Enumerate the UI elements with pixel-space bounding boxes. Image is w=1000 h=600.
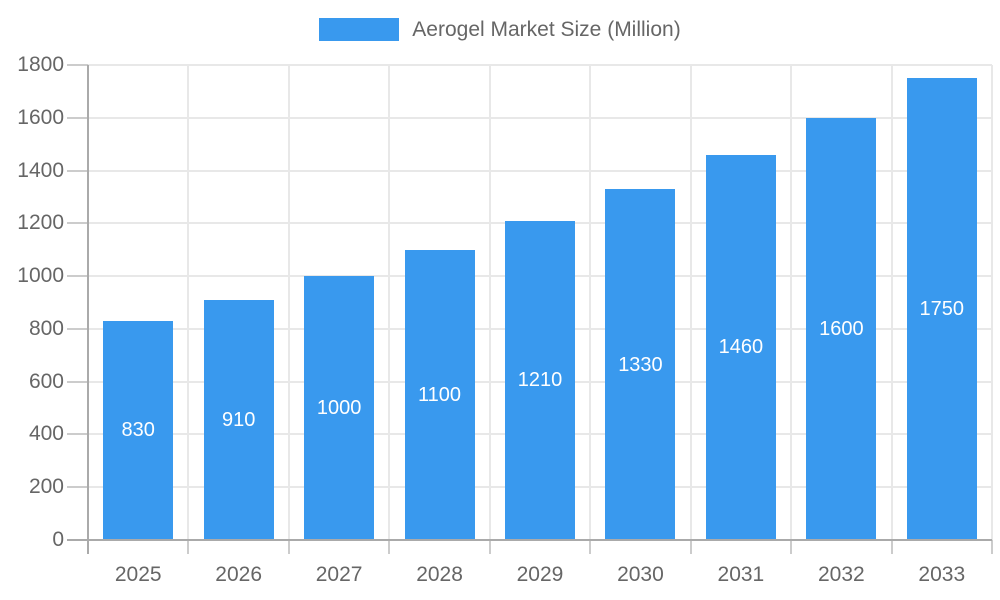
y-axis-line bbox=[87, 65, 89, 554]
gridline-vertical bbox=[991, 65, 993, 540]
y-axis-tick bbox=[67, 486, 88, 489]
bar-value-label: 910 bbox=[221, 408, 256, 431]
bar: 1330 bbox=[605, 189, 676, 540]
bar-value-label: 1330 bbox=[618, 353, 663, 376]
y-tick-label: 600 bbox=[28, 369, 64, 393]
gridline-horizontal bbox=[88, 116, 992, 119]
y-tick-label: 1800 bbox=[17, 53, 64, 76]
bar: 830 bbox=[103, 320, 174, 540]
y-tick-label: 1000 bbox=[17, 264, 64, 288]
x-axis-tick bbox=[388, 540, 391, 554]
legend[interactable]: Aerogel Market Size (Million) bbox=[0, 17, 1000, 42]
x-tick-label: 2029 bbox=[516, 563, 564, 586]
bar-value-label: 1460 bbox=[718, 336, 764, 359]
x-tick-label: 2030 bbox=[617, 563, 664, 586]
bar: 1460 bbox=[705, 154, 776, 540]
gridline-vertical bbox=[790, 65, 793, 540]
x-axis-tick bbox=[790, 540, 793, 554]
x-axis-tick bbox=[287, 540, 290, 554]
x-tick-label: 2031 bbox=[717, 563, 765, 586]
y-tick-label: 200 bbox=[28, 475, 64, 499]
y-tick-label: 800 bbox=[28, 316, 64, 340]
gridline-horizontal bbox=[88, 169, 992, 172]
gridline-vertical bbox=[689, 65, 692, 540]
y-axis-tick bbox=[67, 64, 88, 66]
bar: 1100 bbox=[404, 249, 475, 540]
x-axis-tick bbox=[589, 540, 592, 554]
x-axis-tick bbox=[187, 540, 190, 554]
y-tick-label: 400 bbox=[28, 422, 64, 446]
x-tick-label: 2025 bbox=[114, 563, 162, 586]
x-tick-label: 2033 bbox=[918, 563, 966, 586]
x-axis-tick bbox=[689, 540, 692, 554]
bar: 1750 bbox=[906, 78, 977, 540]
x-axis-tick bbox=[991, 540, 993, 554]
x-axis-tick bbox=[890, 540, 893, 554]
y-axis-tick bbox=[67, 222, 88, 225]
y-axis-tick bbox=[67, 169, 88, 172]
legend-swatch bbox=[319, 18, 400, 41]
bar-value-label: 1100 bbox=[418, 383, 462, 406]
gridline-vertical bbox=[187, 65, 190, 540]
y-axis-tick bbox=[67, 327, 88, 330]
y-axis-tick bbox=[67, 433, 88, 436]
x-axis-tick bbox=[488, 540, 491, 554]
y-axis-tick bbox=[67, 380, 88, 383]
x-axis-line bbox=[67, 539, 992, 541]
gridline-vertical bbox=[589, 65, 592, 540]
y-tick-label: 1200 bbox=[17, 211, 64, 235]
y-tick-label: 1600 bbox=[17, 105, 64, 129]
bar: 1000 bbox=[304, 276, 375, 540]
gridline-vertical bbox=[488, 65, 491, 540]
y-axis-tick bbox=[67, 275, 88, 278]
bar: 1210 bbox=[505, 220, 575, 540]
y-tick-label: 1400 bbox=[17, 158, 64, 182]
bar-value-label: 1600 bbox=[819, 317, 864, 340]
bar-value-label: 830 bbox=[121, 419, 155, 442]
y-axis-tick bbox=[67, 116, 88, 119]
gridline-vertical bbox=[890, 65, 893, 540]
x-tick-label: 2027 bbox=[315, 563, 363, 586]
x-tick-label: 2026 bbox=[215, 563, 263, 586]
x-tick-label: 2028 bbox=[416, 563, 463, 586]
x-tick-label: 2032 bbox=[817, 563, 865, 586]
gridline-vertical bbox=[388, 65, 391, 540]
bar-value-label: 1750 bbox=[919, 298, 965, 321]
gridline-vertical bbox=[287, 65, 290, 540]
bar: 910 bbox=[203, 299, 274, 540]
gridline-horizontal bbox=[88, 64, 992, 66]
bar-value-label: 1210 bbox=[517, 369, 563, 392]
legend-label: Aerogel Market Size (Million) bbox=[412, 18, 681, 41]
bar-value-label: 1000 bbox=[316, 397, 362, 420]
bar: 1600 bbox=[806, 117, 877, 540]
y-tick-label: 0 bbox=[52, 528, 64, 551]
